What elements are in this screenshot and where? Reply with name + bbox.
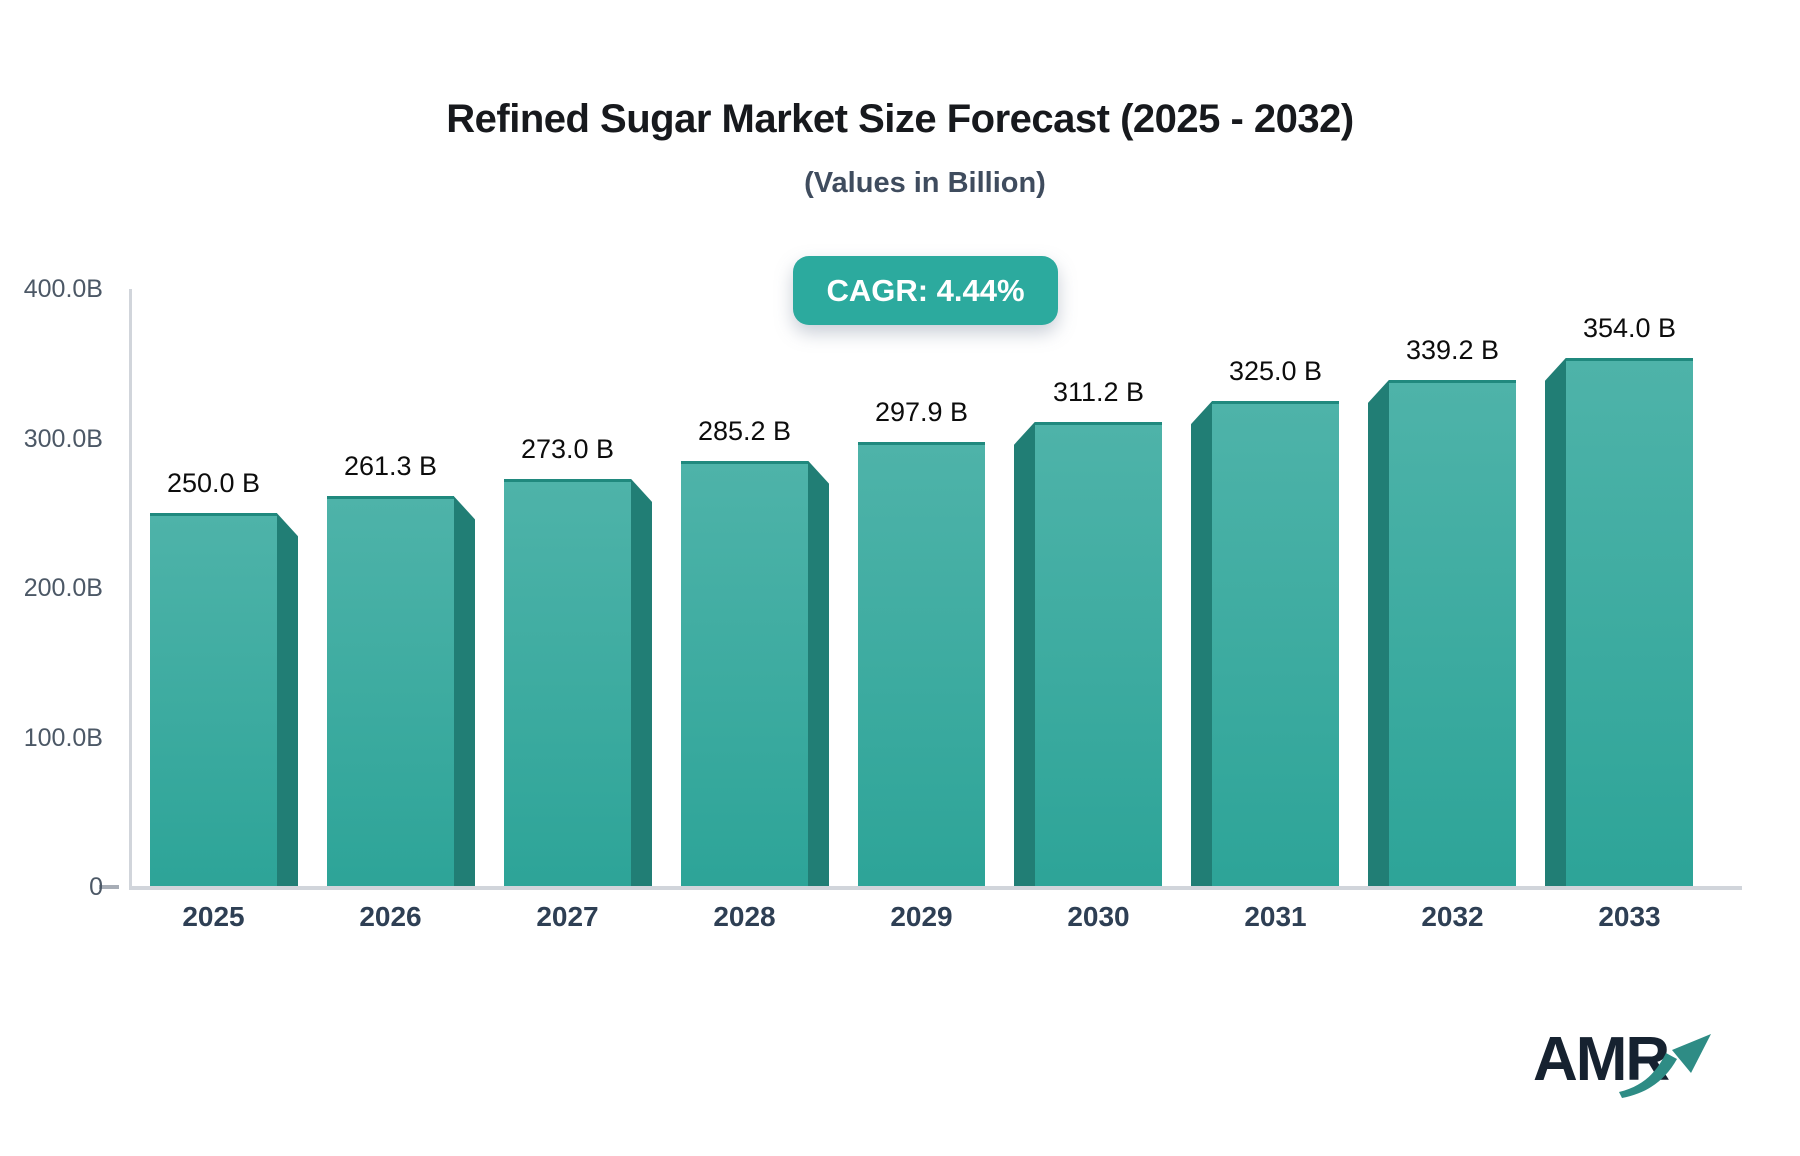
bar-face [1389,379,1516,886]
y-axis-line [129,289,132,888]
y-axis-tick-label: 0 [89,873,103,901]
x-axis-label: 2031 [1244,901,1307,932]
x-axis-label: 2028 [713,901,776,932]
cagr-badge-label: CAGR: 4.44% [826,272,1025,308]
y-axis-tick-label: 100.0B [23,723,103,752]
chart-subtitle: (Values in Billion) [804,167,1046,199]
x-axis-label: 2025 [182,901,245,932]
x-axis-label: 2033 [1598,901,1661,932]
zero-tick-mark [99,885,119,889]
bar-side-face [277,513,298,886]
x-axis-label: 2027 [536,901,599,932]
bar-side-face [1368,379,1389,886]
bar-value-label: 250.0 B [166,468,261,499]
bar-face [1566,357,1693,886]
bar-value-label: 297.9 B [874,396,969,427]
bar-side-face [1191,401,1212,886]
bar-face [327,496,454,886]
y-axis-tick-label: 400.0B [23,275,103,303]
bar-value-label: 273.0 B [520,433,615,464]
bar-side-face [1545,357,1566,886]
y-axis-tick-label: 300.0B [23,424,103,453]
bar-side-face [1014,421,1035,886]
bar-value-label: 261.3 B [343,451,438,482]
x-axis-label: 2026 [359,901,422,932]
bar-value-label: 285.2 B [697,415,792,446]
bar-side-face [454,496,475,886]
x-axis-label: 2029 [890,901,953,932]
bar-face [504,478,631,886]
chart-title: Refined Sugar Market Size Forecast (2025… [446,97,1354,141]
bar-face [1035,421,1162,886]
bar-side-face [631,478,652,886]
bar-value-label: 339.2 B [1405,334,1500,365]
bar-side-face [808,460,829,886]
cagr-badge: CAGR: 4.44% [793,256,1058,325]
trend-up-arrow-icon [1619,1034,1711,1098]
bar-face [858,441,985,886]
x-axis-line [129,886,1742,890]
bar-value-label: 325.0 B [1228,356,1323,387]
bar-face [150,513,277,886]
amr-logo: AMR [1533,1028,1733,1118]
bar-value-label: 311.2 B [1052,376,1145,407]
bar-face [1212,401,1339,886]
bar-value-label: 354.0 B [1582,312,1677,343]
x-axis-label: 2032 [1421,901,1484,932]
x-axis-label: 2030 [1067,901,1130,932]
y-axis-tick-label: 200.0B [23,574,103,602]
bar-face [681,460,808,886]
